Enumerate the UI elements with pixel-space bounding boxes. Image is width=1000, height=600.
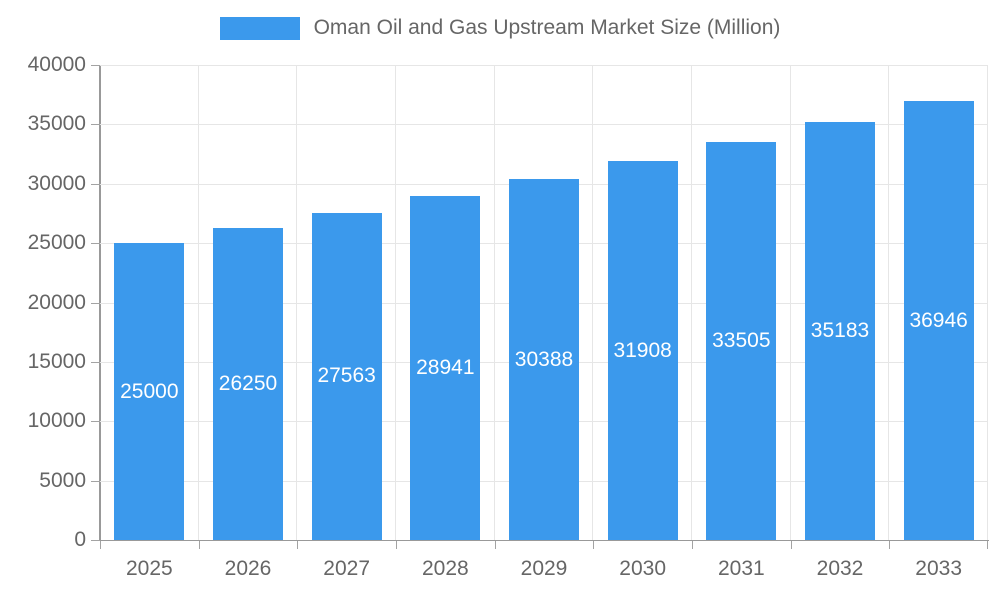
y-axis-tick [91, 302, 100, 304]
y-axis-tick [91, 480, 100, 482]
bar-2033[interactable] [903, 101, 974, 540]
v-gridline [987, 65, 988, 540]
bar-2026[interactable] [213, 228, 283, 540]
legend-swatch [219, 16, 300, 40]
v-gridline [888, 65, 890, 540]
x-axis-tick [100, 541, 101, 549]
y-tick-label: 40000 [27, 53, 86, 76]
bar-2030[interactable] [607, 161, 678, 540]
v-gridline [493, 65, 495, 540]
y-tick-label: 30000 [27, 171, 86, 195]
y-axis-tick [91, 361, 100, 363]
x-tick-label: 2030 [619, 557, 667, 580]
x-axis-tick [593, 541, 595, 549]
y-tick-label: 25000 [27, 231, 86, 255]
x-tick-label: 2033 [915, 557, 963, 580]
bar-2025[interactable] [114, 243, 185, 540]
y-tick-label: 10000 [27, 409, 86, 433]
bar-2031[interactable] [706, 142, 777, 540]
bar-2029[interactable] [509, 179, 579, 540]
y-tick-label: 35000 [27, 112, 86, 136]
x-tick-label: 2025 [125, 557, 173, 580]
y-axis-tick [91, 124, 100, 126]
x-tick-label: 2026 [224, 557, 272, 580]
x-axis-tick [987, 541, 988, 549]
x-tick-label: 2031 [717, 557, 765, 580]
x-axis-tick [790, 541, 792, 549]
y-axis-tick [91, 183, 100, 185]
x-axis-tick [198, 541, 200, 549]
x-axis-tick [494, 541, 496, 549]
v-gridline [197, 65, 199, 540]
y-tick-label: 5000 [39, 468, 86, 492]
bar-2027[interactable] [311, 212, 382, 540]
h-gridline [100, 65, 988, 66]
bar-2028[interactable] [410, 196, 481, 540]
x-axis-tick [889, 541, 891, 549]
x-axis-line [100, 540, 989, 541]
v-gridline [296, 65, 298, 540]
v-gridline [789, 65, 791, 540]
x-axis-tick [396, 541, 397, 549]
plot-area: 25000 26250 27563 28941 30388 31908 33505 35183… [100, 65, 988, 540]
x-axis-tick [692, 541, 693, 549]
x-tick-label: 2027 [323, 557, 371, 580]
chart-legend[interactable]: Oman Oil and Gas Upstream Market Size (M… [0, 16, 1000, 40]
y-axis-tick [91, 421, 100, 423]
y-tick-label: 20000 [27, 290, 86, 314]
y-tick-label: 15000 [27, 349, 86, 373]
legend-label: Oman Oil and Gas Upstream Market Size (M… [313, 16, 781, 39]
v-gridline [395, 65, 396, 540]
y-axis-tick [91, 243, 100, 245]
x-tick-label: 2032 [816, 557, 864, 580]
bar-2032[interactable] [805, 122, 875, 540]
x-tick-label: 2028 [421, 557, 469, 580]
y-axis-tick [91, 540, 100, 541]
y-axis-tick [91, 65, 100, 66]
x-tick-label: 2029 [520, 557, 568, 580]
x-axis-tick [297, 541, 299, 549]
v-gridline [691, 65, 692, 540]
v-gridline [592, 65, 594, 540]
h-gridline [100, 124, 988, 126]
y-tick-label: 0 [74, 528, 86, 551]
